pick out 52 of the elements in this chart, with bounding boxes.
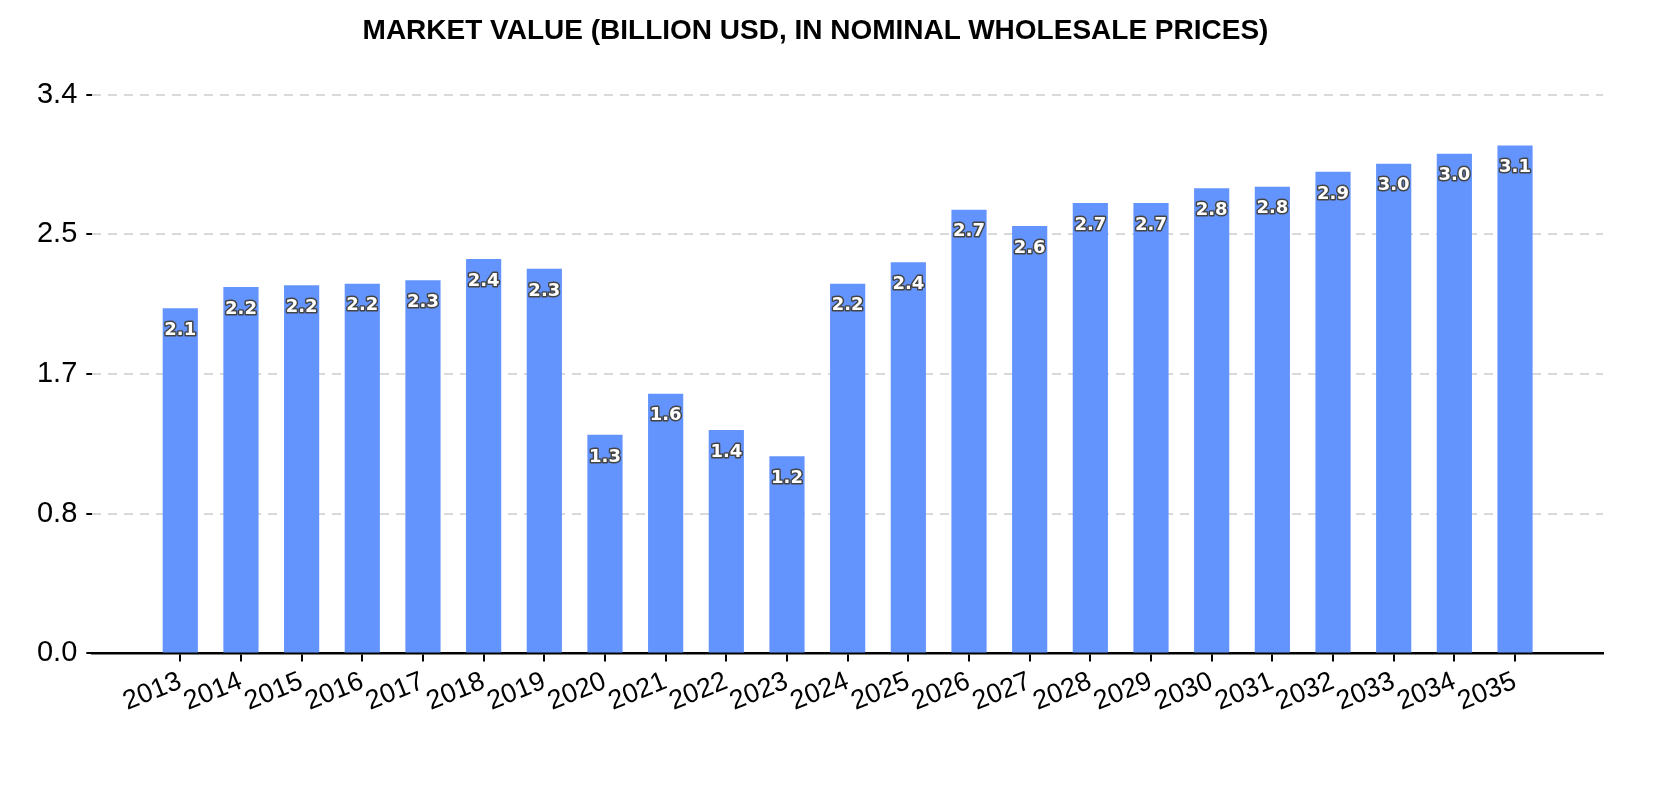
y-tick-label: 0.0 xyxy=(36,635,78,668)
data-label: 1.3 xyxy=(589,444,621,466)
bar xyxy=(1497,145,1533,653)
y-tick-label: 3.4 xyxy=(36,76,78,109)
bar xyxy=(1194,188,1230,653)
data-label: 2.2 xyxy=(225,296,257,318)
data-label: 1.2 xyxy=(771,465,803,487)
data-label: 2.1 xyxy=(164,317,197,339)
chart-title: MARKET VALUE (BILLION USD, IN NOMINAL WHOLESALE PRICES) xyxy=(362,13,1269,45)
bar xyxy=(890,262,926,653)
bar xyxy=(1072,203,1108,653)
data-label: 3.1 xyxy=(1499,155,1531,177)
data-label: 2.3 xyxy=(528,278,561,300)
data-label: 2.6 xyxy=(1013,235,1046,257)
bar xyxy=(587,434,623,653)
data-label: 1.4 xyxy=(710,439,743,461)
y-tick-label: 1.7 xyxy=(36,356,78,389)
bar xyxy=(162,308,198,653)
y-tick-label: 0.8 xyxy=(36,495,78,528)
bar xyxy=(951,209,987,653)
data-label: 2.9 xyxy=(1317,181,1349,203)
bar xyxy=(223,286,259,653)
bar xyxy=(344,283,380,653)
bar xyxy=(284,285,320,653)
bar xyxy=(1012,226,1048,653)
bar xyxy=(405,280,441,653)
data-label: 2.2 xyxy=(285,294,318,316)
data-label: 2.7 xyxy=(1135,212,1167,234)
bar xyxy=(1376,163,1412,653)
bar xyxy=(1315,171,1351,653)
bar xyxy=(1254,186,1290,653)
y-tick-label: 2.5 xyxy=(36,216,78,249)
data-label: 3.0 xyxy=(1438,163,1471,185)
bar xyxy=(648,393,684,653)
data-label: 2.7 xyxy=(953,219,985,241)
data-label: 2.4 xyxy=(467,268,500,290)
bar xyxy=(526,268,562,653)
data-label: 2.2 xyxy=(831,293,864,315)
data-label: 2.8 xyxy=(1256,196,1289,218)
data-label: 2.4 xyxy=(892,271,925,293)
bar xyxy=(830,283,866,653)
bar xyxy=(1436,153,1472,653)
data-label: 3.0 xyxy=(1377,173,1410,195)
data-label: 2.8 xyxy=(1195,197,1228,219)
data-label: 2.2 xyxy=(346,293,379,315)
bar xyxy=(1133,203,1169,653)
data-label: 2.7 xyxy=(1074,212,1107,234)
data-label: 1.6 xyxy=(649,403,682,425)
bar xyxy=(769,456,805,653)
data-label: 2.3 xyxy=(407,290,439,312)
bar xyxy=(708,429,744,653)
bar xyxy=(466,258,502,653)
